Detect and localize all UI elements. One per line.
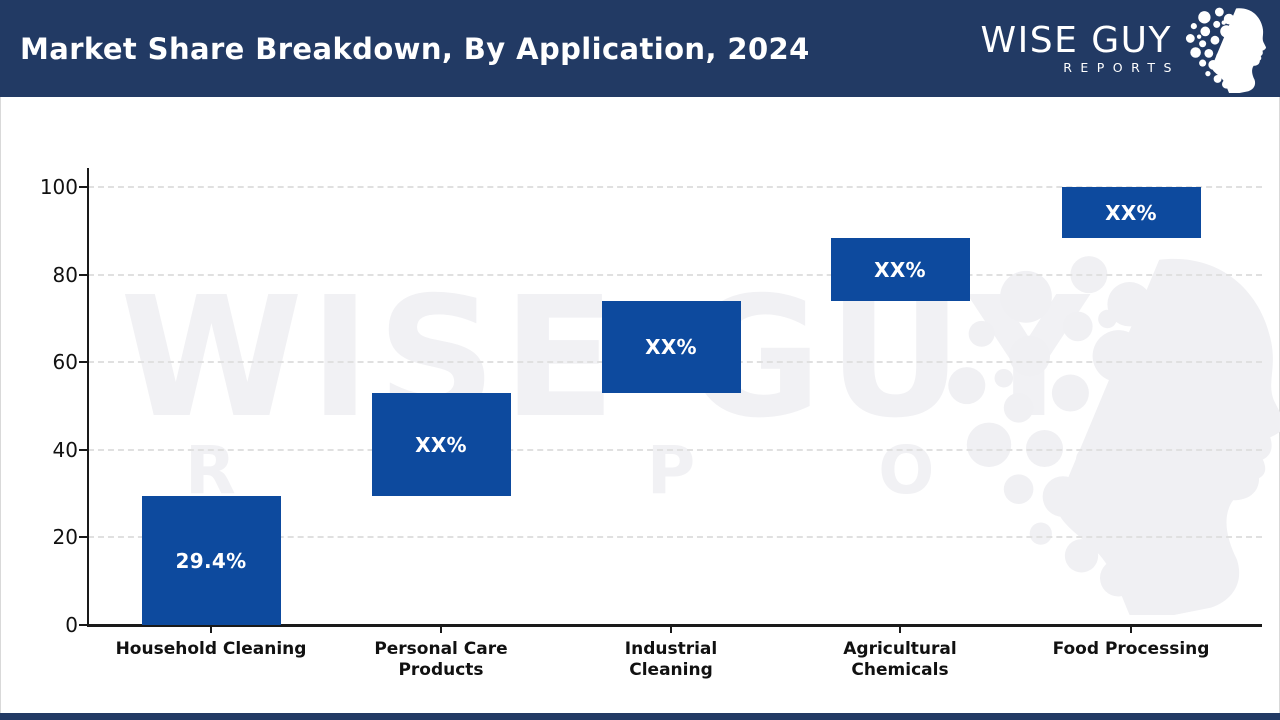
waterfall-bar: XX% [1061, 187, 1201, 239]
logo-reports-label: REPORTS [1063, 59, 1180, 75]
x-axis-category-label: Personal Care Products [374, 639, 508, 680]
page-title: Market Share Breakdown, By Application, … [20, 31, 810, 66]
y-axis-line [87, 168, 89, 627]
header-bar: Market Share Breakdown, By Application, … [0, 0, 1280, 97]
x-axis-line [87, 624, 1262, 627]
waterfall-bar: XX% [371, 392, 511, 497]
gridline [88, 448, 1262, 451]
y-axis-tick-mark [79, 536, 88, 539]
gridline [88, 273, 1262, 276]
x-axis-category-label: Agricultural Chemicals [843, 639, 957, 680]
y-axis-tick-mark [79, 273, 88, 276]
x-axis-tick-mark [210, 626, 212, 633]
x-axis-category-label: Household Cleaning [115, 639, 307, 659]
y-axis-tick-label: 0 [65, 613, 78, 637]
x-axis-category-label: Industrial Cleaning [624, 639, 718, 680]
y-axis-tick-mark [79, 624, 88, 626]
x-axis-tick-mark [899, 626, 901, 633]
footer-bar [0, 713, 1280, 720]
bar-value-label: XX% [874, 257, 926, 282]
x-axis-tick-mark [440, 626, 442, 633]
waterfall-bar: 29.4% [141, 496, 281, 625]
logo-text: WISE GUY REPORTS [980, 19, 1173, 76]
x-axis-tick-mark [670, 626, 672, 633]
bar-value-label: XX% [1105, 200, 1157, 225]
gridline [88, 186, 1262, 188]
bar-value-label: XX% [645, 334, 697, 359]
wise-guy-reports-logo: WISE GUY REPORTS [981, 5, 1280, 93]
y-axis-tick-label: 100 [39, 175, 78, 199]
y-axis-tick-label: 20 [52, 525, 78, 550]
waterfall-bar: XX% [830, 238, 970, 301]
bar-value-label: XX% [415, 432, 467, 457]
x-axis-category-label: Food Processing [1052, 639, 1210, 659]
y-axis-tick-mark [79, 361, 88, 364]
bar-value-label: 29.4% [175, 548, 247, 573]
y-axis-tick-mark [79, 186, 88, 188]
y-axis-tick-label: 60 [52, 350, 78, 375]
logo-face-icon [1185, 7, 1266, 93]
y-axis-tick-label: 40 [52, 437, 78, 462]
waterfall-bar: XX% [601, 300, 741, 393]
logo-wiseguy-label: WISE GUY [980, 19, 1172, 61]
y-axis-tick-mark [79, 448, 88, 451]
gridline [88, 536, 1262, 539]
x-axis-tick-mark [1130, 626, 1132, 633]
y-axis-tick-label: 80 [52, 262, 78, 287]
